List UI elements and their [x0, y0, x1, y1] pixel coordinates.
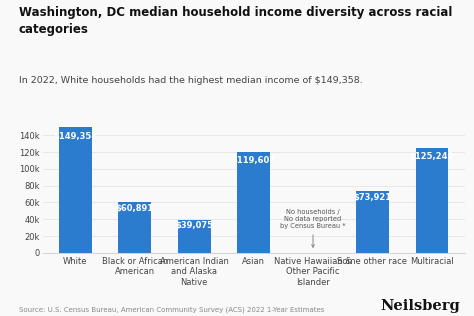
Text: $60,891: $60,891 [116, 204, 154, 213]
Bar [178, 220, 210, 253]
Bar [237, 152, 270, 253]
Text: $149,358: $149,358 [54, 132, 97, 141]
Bar [356, 191, 389, 253]
Text: Neilsberg: Neilsberg [380, 299, 460, 313]
Bar [118, 202, 151, 253]
Text: Source: U.S. Census Bureau, American Community Survey (ACS) 2022 1-Year Estimate: Source: U.S. Census Bureau, American Com… [19, 306, 324, 313]
Text: $73,921: $73,921 [353, 193, 392, 202]
Bar [416, 148, 448, 253]
Bar [59, 127, 91, 253]
Text: Washington, DC median household income diversity across racial
categories: Washington, DC median household income d… [19, 6, 452, 36]
Text: In 2022, White households had the highest median income of $149,358.: In 2022, White households had the highes… [19, 76, 363, 85]
Text: $119,607: $119,607 [232, 156, 275, 165]
Text: $125,240: $125,240 [410, 152, 454, 161]
Text: $39,075: $39,075 [175, 221, 213, 230]
Text: No households /
No data reported
by Census Bureau *: No households / No data reported by Cens… [280, 209, 346, 247]
